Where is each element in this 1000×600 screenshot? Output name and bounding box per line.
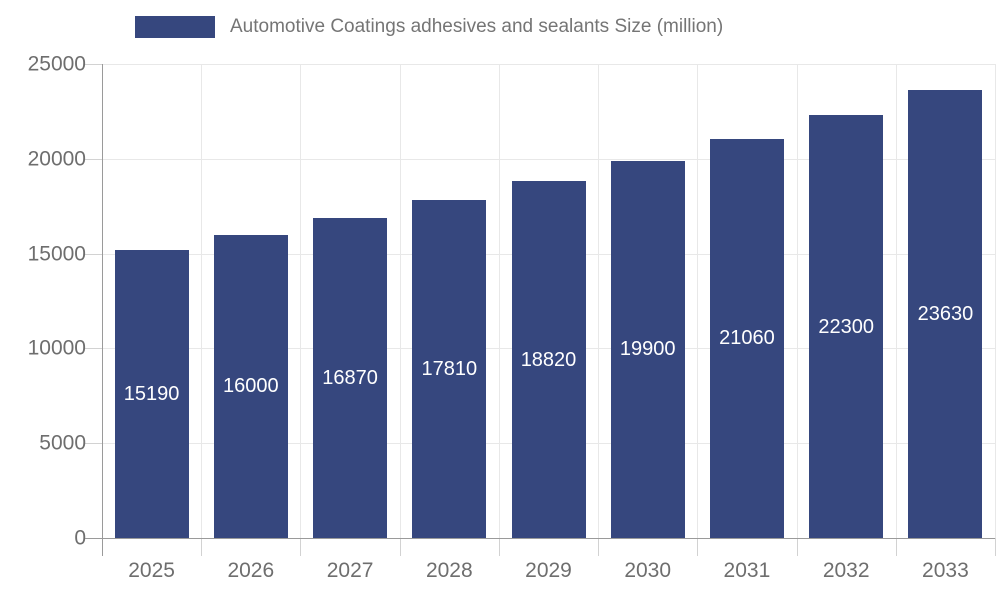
y-tick <box>85 159 102 160</box>
x-gridline <box>896 64 897 538</box>
x-tick <box>797 538 798 556</box>
y-tick <box>85 64 102 65</box>
bar-value-label-2026: 16000 <box>222 375 279 398</box>
y-gridline <box>102 64 995 65</box>
x-tick-label-2029: 2029 <box>525 559 572 582</box>
y-tick-label: 10000 <box>27 336 86 360</box>
x-gridline <box>201 64 202 538</box>
x-tick <box>697 538 698 556</box>
x-gridline <box>995 64 996 538</box>
bar-2027: 16870 <box>313 218 388 538</box>
legend-label: Automotive Coatings adhesives and sealan… <box>230 16 724 37</box>
x-tick <box>300 538 301 556</box>
bar-2026: 16000 <box>213 234 288 538</box>
x-gridline <box>797 64 798 538</box>
x-tick-label-2026: 2026 <box>227 559 275 582</box>
x-tick <box>201 538 202 556</box>
bar-2028: 17810 <box>412 200 487 538</box>
bar-value-label-2025: 15190 <box>123 383 180 405</box>
x-tick <box>896 538 897 556</box>
x-tick <box>995 538 996 556</box>
y-tick-label: 5000 <box>39 431 86 455</box>
bar-value-label-2031: 21060 <box>719 327 775 350</box>
chart-legend: Automotive Coatings adhesives and sealan… <box>135 16 723 38</box>
bar-value-label-2033: 23630 <box>917 303 974 325</box>
x-gridline <box>499 64 500 538</box>
y-tick-label: 0 <box>74 526 86 550</box>
x-tick-label-2033: 2033 <box>922 559 969 582</box>
x-tick-label-2025: 2025 <box>128 559 175 582</box>
bar-2033: 23630 <box>908 90 983 538</box>
y-tick-label: 20000 <box>27 147 86 171</box>
bar-2030: 19900 <box>610 160 685 538</box>
x-axis-line <box>85 538 995 539</box>
x-tick <box>499 538 500 556</box>
y-tick <box>85 254 102 255</box>
bar-value-label-2028: 17810 <box>421 358 478 381</box>
bar-value-label-2032: 22300 <box>818 315 874 338</box>
bar-2029: 18820 <box>511 181 586 538</box>
bar-2025: 15190 <box>114 250 189 538</box>
x-gridline <box>400 64 401 538</box>
bar-value-label-2027: 16870 <box>322 367 378 390</box>
y-tick-label: 25000 <box>27 52 86 76</box>
legend-swatch <box>135 16 215 38</box>
x-tick-label-2027: 2027 <box>326 559 374 582</box>
bar-value-label-2029: 18820 <box>520 348 577 371</box>
x-gridline <box>300 64 301 538</box>
x-tick-label-2032: 2032 <box>822 559 870 582</box>
y-tick <box>85 348 102 349</box>
y-tick <box>85 443 102 444</box>
y-axis-line <box>102 64 103 556</box>
y-tick-label: 15000 <box>27 242 86 266</box>
x-tick-label-2030: 2030 <box>624 559 672 582</box>
bar-value-label-2030: 19900 <box>619 338 676 361</box>
bar-2032: 22300 <box>809 115 884 538</box>
x-gridline <box>697 64 698 538</box>
bar-2031: 21060 <box>709 138 784 538</box>
x-tick <box>598 538 599 556</box>
x-gridline <box>598 64 599 538</box>
x-tick <box>400 538 401 556</box>
y-gridline <box>102 159 995 160</box>
x-tick-label-2031: 2031 <box>723 559 771 582</box>
x-tick-label-2028: 2028 <box>425 559 473 582</box>
